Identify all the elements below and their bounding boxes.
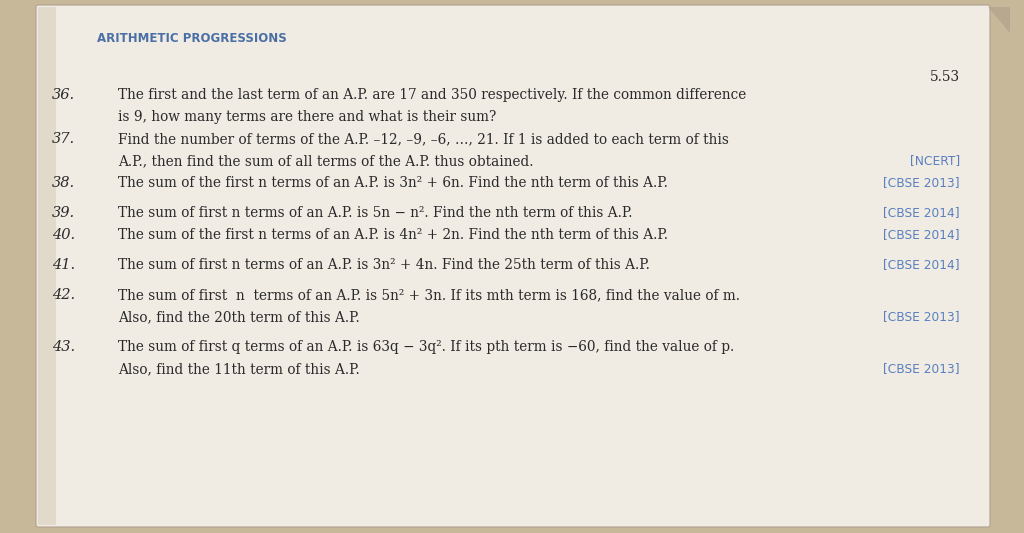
Text: The sum of first n terms of an A.P. is 3n² + 4n. Find the 25th term of this A.P.: The sum of first n terms of an A.P. is 3…: [118, 258, 650, 272]
Text: [CBSE 2013]: [CBSE 2013]: [884, 310, 961, 323]
Text: Also, find the 11th term of this A.P.: Also, find the 11th term of this A.P.: [118, 362, 359, 376]
Text: [CBSE 2014]: [CBSE 2014]: [884, 258, 961, 271]
Text: The sum of first n terms of an A.P. is 5n − n². Find the nth term of this A.P.: The sum of first n terms of an A.P. is 5…: [118, 206, 633, 220]
Text: ARITHMETIC PROGRESSIONS: ARITHMETIC PROGRESSIONS: [97, 32, 287, 45]
Text: is 9, how many terms are there and what is their sum?: is 9, how many terms are there and what …: [118, 110, 497, 124]
Text: 37.: 37.: [52, 132, 75, 146]
Text: 40.: 40.: [52, 228, 75, 242]
Text: The sum of the first n terms of an A.P. is 3n² + 6n. Find the nth term of this A: The sum of the first n terms of an A.P. …: [118, 176, 668, 190]
Text: [CBSE 2013]: [CBSE 2013]: [884, 176, 961, 189]
Text: 42.: 42.: [52, 288, 75, 302]
Text: 36.: 36.: [52, 88, 75, 102]
Polygon shape: [988, 7, 1010, 33]
Text: The first and the last term of an A.P. are 17 and 350 respectively. If the commo: The first and the last term of an A.P. a…: [118, 88, 746, 102]
Text: [NCERT]: [NCERT]: [909, 154, 961, 167]
Text: [CBSE 2013]: [CBSE 2013]: [884, 362, 961, 375]
Text: [CBSE 2014]: [CBSE 2014]: [884, 228, 961, 241]
Text: The sum of first q terms of an A.P. is 63q − 3q². If its pth term is −60, find t: The sum of first q terms of an A.P. is 6…: [118, 340, 734, 354]
Text: 5.53: 5.53: [930, 70, 961, 84]
Text: [CBSE 2014]: [CBSE 2014]: [884, 206, 961, 219]
Text: 41.: 41.: [52, 258, 75, 272]
Text: A.P., then find the sum of all terms of the A.P. thus obtained.: A.P., then find the sum of all terms of …: [118, 154, 534, 168]
Bar: [38, 7, 56, 525]
Text: 43.: 43.: [52, 340, 75, 354]
Text: The sum of first  n  terms of an A.P. is 5n² + 3n. If its mth term is 168, find : The sum of first n terms of an A.P. is 5…: [118, 288, 740, 302]
Text: 38.: 38.: [52, 176, 75, 190]
Text: 39.: 39.: [52, 206, 75, 220]
FancyBboxPatch shape: [36, 5, 990, 527]
Text: Find the number of terms of the A.P. –12, –9, –6, …, 21. If 1 is added to each t: Find the number of terms of the A.P. –12…: [118, 132, 729, 146]
Text: Also, find the 20th term of this A.P.: Also, find the 20th term of this A.P.: [118, 310, 359, 324]
Text: The sum of the first n terms of an A.P. is 4n² + 2n. Find the nth term of this A: The sum of the first n terms of an A.P. …: [118, 228, 668, 242]
